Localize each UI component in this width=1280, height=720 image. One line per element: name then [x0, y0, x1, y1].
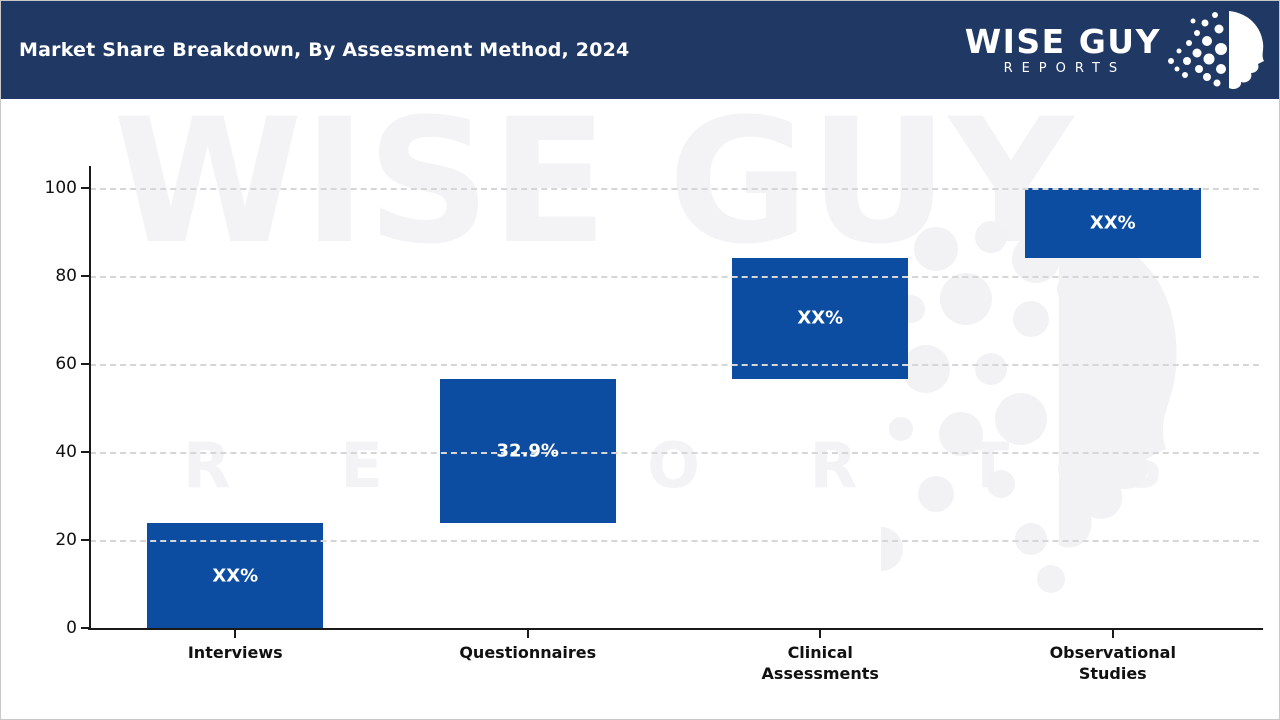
- watermark-wordmark: WISE GUY: [113, 81, 1074, 282]
- x-axis-tick: [526, 630, 529, 638]
- y-axis-tick-label: 80: [55, 266, 77, 286]
- x-axis-category-label: Questionnaires: [459, 643, 597, 662]
- y-axis-tick-label: 40: [55, 442, 77, 462]
- waterfall-bar-segment: [1024, 188, 1201, 258]
- y-axis-tick-label: 0: [66, 618, 77, 638]
- bar-value-label: XX%: [212, 565, 259, 587]
- y-axis-tick: [81, 363, 89, 365]
- face-profile-dots-icon: [1168, 11, 1264, 90]
- chart-title: Market Share Breakdown, By Assessment Me…: [19, 39, 630, 61]
- y-gridline: [90, 276, 1259, 278]
- watermark-face-dots: [881, 221, 1177, 593]
- x-axis-tick: [819, 630, 822, 638]
- y-axis-tick: [81, 451, 89, 453]
- y-gridline: [90, 364, 1259, 366]
- waterfall-bar-segment: [732, 257, 909, 379]
- chart-canvas: WISE GUY R E P O R T S XX% 32.9% XX% XX% 0 20…: [1, 81, 1279, 719]
- bar-value-label: XX%: [1089, 212, 1136, 234]
- x-axis-category-label: Observational Studies: [1049, 643, 1176, 683]
- y-axis-tick: [81, 187, 89, 189]
- y-axis-tick-label: 20: [55, 530, 77, 550]
- bar-value-label: XX%: [797, 307, 844, 329]
- x-axis-category-label: Clinical Assessments: [761, 643, 879, 683]
- y-axis-tick: [81, 627, 89, 629]
- y-gridline: [90, 188, 1259, 190]
- y-axis-line: [89, 166, 91, 630]
- x-axis-tick: [234, 630, 237, 638]
- y-gridline: [90, 540, 1259, 542]
- wise-guy-reports-logo: WISE GUY REPORTS: [965, 7, 1267, 93]
- y-axis-tick-label: 60: [55, 354, 77, 374]
- y-gridline: [90, 452, 1259, 454]
- waterfall-bar-segment: [439, 378, 616, 524]
- logo-wordmark: WISE GUY REPORTS: [964, 21, 1161, 76]
- logo-brand-name: WISE GUY: [964, 21, 1161, 61]
- logo-brand-subtitle: REPORTS: [1003, 60, 1127, 76]
- y-axis-tick: [81, 539, 89, 541]
- x-axis-line: [88, 628, 1263, 630]
- x-axis-tick: [1111, 630, 1114, 638]
- y-axis-tick-label: 100: [44, 178, 77, 198]
- bar-value-label: 32.9%: [496, 440, 559, 462]
- y-axis-tick: [81, 275, 89, 277]
- header-bar: Market Share Breakdown, By Assessment Me…: [1, 1, 1279, 99]
- x-axis-category-label: Interviews: [187, 643, 283, 662]
